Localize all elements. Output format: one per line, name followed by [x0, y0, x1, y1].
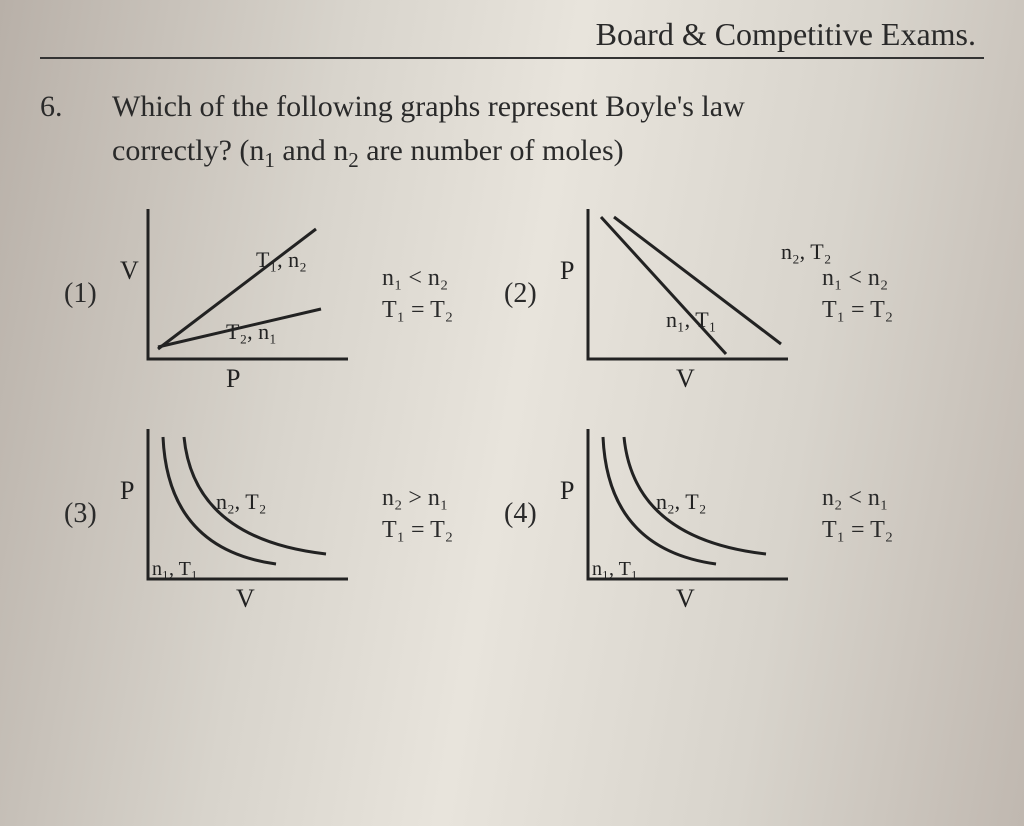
option-2-x-label: V	[676, 364, 695, 393]
option-2-cond1: n₁ < n₂	[822, 262, 932, 294]
option-3-curve-outer-label: n₂, T₂	[216, 489, 266, 514]
option-2-graph: n₁, T₁ n₂, T₂ P V	[556, 199, 816, 389]
option-1: (1) T₁, n₂ T₂, n₁ V P n₁ < n₂ T₁ = T₂	[64, 199, 492, 389]
page-header: Board & Competitive Exams.	[40, 16, 984, 59]
option-4-conditions: n₂ < n₁ T₁ = T₂	[822, 482, 932, 547]
option-4-curve-outer-label: n₂, T₂	[656, 489, 706, 514]
question-sub2: 2	[348, 148, 359, 172]
option-3-x-label: V	[236, 584, 255, 613]
option-3-cond1: n₂ > n₁	[382, 482, 492, 514]
option-3-number: (3)	[64, 498, 110, 530]
option-2-line-inner-label: n₁, T₁	[666, 307, 716, 332]
question-line2a: correctly? (n	[112, 134, 264, 167]
option-2-number: (2)	[504, 278, 550, 310]
option-1-y-label: V	[120, 256, 139, 285]
question-row: 6. Which of the following graphs represe…	[40, 85, 984, 175]
page: Board & Competitive Exams. 6. Which of t…	[0, 0, 1024, 826]
option-4-cond1: n₂ < n₁	[822, 482, 932, 514]
option-1-number: (1)	[64, 278, 110, 310]
option-3-conditions: n₂ > n₁ T₁ = T₂	[382, 482, 492, 547]
option-3-graph: n₁, T₁ n₂, T₂ P V	[116, 419, 376, 609]
option-1-cond2: T₁ = T₂	[382, 294, 492, 326]
option-2-line-inner	[601, 217, 726, 354]
option-4-y-label: P	[560, 476, 574, 505]
question-number: 6.	[40, 85, 84, 175]
option-2-y-label: P	[560, 256, 574, 285]
question-line1: Which of the following graphs represent …	[112, 90, 745, 123]
option-1-graph: T₁, n₂ T₂, n₁ V P	[116, 199, 376, 389]
question-line2c: are number of moles)	[359, 134, 624, 167]
question-sub1: 1	[264, 148, 275, 172]
option-3-cond2: T₁ = T₂	[382, 514, 492, 546]
option-3-y-label: P	[120, 476, 134, 505]
option-4-cond2: T₁ = T₂	[822, 514, 932, 546]
option-4: (4) n₁, T₁ n₂, T₂ P V n₂ < n₁ T₁ = T₂	[504, 419, 932, 609]
option-2-cond2: T₁ = T₂	[822, 294, 932, 326]
option-3-curve-inner-label: n₁, T₁	[152, 558, 198, 580]
options-row-2: (3) n₁, T₁ n₂, T₂ P V n₂ > n₁ T₁ = T₂	[64, 419, 984, 609]
options-container: (1) T₁, n₂ T₂, n₁ V P n₁ < n₂ T₁ = T₂	[64, 199, 984, 609]
option-1-x-label: P	[226, 364, 240, 393]
option-4-x-label: V	[676, 584, 695, 613]
question-line2b: and n	[275, 134, 348, 167]
option-2: (2) n₁, T₁ n₂, T₂ P V n₁ < n₂ T₁ = T₂	[504, 199, 932, 389]
option-1-cond1: n₁ < n₂	[382, 262, 492, 294]
option-2-conditions: n₁ < n₂ T₁ = T₂	[822, 262, 932, 327]
option-3: (3) n₁, T₁ n₂, T₂ P V n₂ > n₁ T₁ = T₂	[64, 419, 492, 609]
option-2-axes	[588, 209, 788, 359]
question-text: Which of the following graphs represent …	[112, 85, 984, 175]
option-4-number: (4)	[504, 498, 550, 530]
option-4-graph: n₁, T₁ n₂, T₂ P V	[556, 419, 816, 609]
option-2-line-outer-label: n₂, T₂	[781, 239, 831, 264]
options-row-1: (1) T₁, n₂ T₂, n₁ V P n₁ < n₂ T₁ = T₂	[64, 199, 984, 389]
option-1-conditions: n₁ < n₂ T₁ = T₂	[382, 262, 492, 327]
option-1-line-lower-label: T₂, n₁	[226, 319, 277, 344]
option-1-line-upper-label: T₁, n₂	[256, 247, 307, 272]
option-4-curve-inner-label: n₁, T₁	[592, 558, 638, 580]
